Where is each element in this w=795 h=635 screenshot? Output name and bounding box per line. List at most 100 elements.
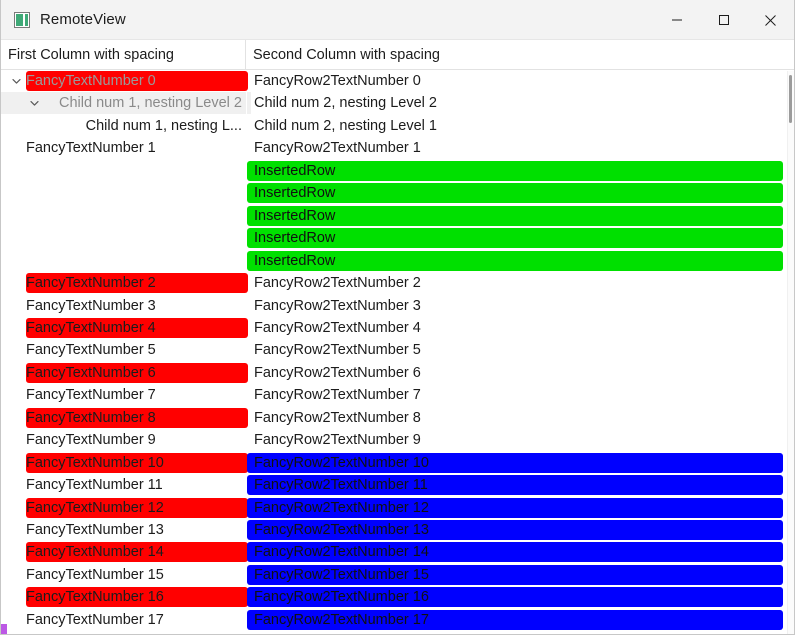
cell-column-2-label: FancyRow2TextNumber 11 [254, 477, 428, 494]
table-row[interactable]: FancyTextNumber 10 FancyRow2TextNumber 10 [1, 452, 794, 474]
chevron-down-icon[interactable] [9, 70, 23, 92]
cell-column-1[interactable]: Child num 1, nesting Level 2 [1, 92, 246, 114]
cell-column-2[interactable]: InsertedRow [247, 205, 794, 227]
cell-column-2[interactable]: FancyRow2TextNumber 6 [247, 362, 794, 384]
table-row[interactable]: InsertedRow [1, 182, 794, 204]
cell-column-2[interactable]: InsertedRow [247, 250, 794, 272]
cell-column-2[interactable]: FancyRow2TextNumber 5 [247, 339, 794, 361]
cell-column-1[interactable]: FancyTextNumber 14 [1, 541, 246, 563]
row-highlight-selected [1, 92, 246, 115]
cell-column-1[interactable]: FancyTextNumber 12 [1, 497, 246, 519]
cell-column-2[interactable]: FancyRow2TextNumber 12 [247, 497, 794, 519]
table-row[interactable]: FancyTextNumber 11 FancyRow2TextNumber 11 [1, 474, 794, 496]
table-row[interactable]: Child num 1, nesting L... Child num 2, ne… [1, 115, 794, 137]
column-header-row: First Column with spacing Second Column … [1, 40, 794, 70]
cell-column-2[interactable]: FancyRow2TextNumber 3 [247, 295, 794, 317]
row-highlight-green [247, 228, 783, 249]
table-row[interactable]: FancyTextNumber 14 FancyRow2TextNumber 14 [1, 541, 794, 563]
table-row[interactable]: InsertedRow [1, 250, 794, 272]
table-row[interactable]: FancyTextNumber 8 FancyRow2TextNumber 8 [1, 407, 794, 429]
table-row[interactable]: InsertedRow [1, 160, 794, 182]
tree-grid-body[interactable]: FancyTextNumber 0 FancyRow2TextNumber 0 Ch… [1, 70, 794, 634]
cell-column-1[interactable] [1, 182, 246, 204]
cell-column-1[interactable]: FancyTextNumber 15 [1, 564, 246, 586]
cell-column-1[interactable]: FancyTextNumber 3 [1, 295, 246, 317]
cell-column-2[interactable]: FancyRow2TextNumber 13 [247, 519, 794, 541]
cell-column-2-label: InsertedRow [254, 252, 336, 269]
close-button[interactable] [747, 0, 794, 40]
cell-column-1[interactable] [1, 250, 246, 272]
table-row[interactable]: InsertedRow [1, 227, 794, 249]
column-header-first[interactable]: First Column with spacing [1, 40, 246, 69]
cell-column-2[interactable]: FancyRow2TextNumber 7 [247, 384, 794, 406]
table-row[interactable]: FancyTextNumber 9 FancyRow2TextNumber 9 [1, 429, 794, 451]
cell-column-1[interactable]: FancyTextNumber 13 [1, 519, 246, 541]
cell-column-2[interactable]: InsertedRow [247, 227, 794, 249]
cell-column-2[interactable]: Child num 2, nesting Level 2 [247, 92, 794, 114]
table-row[interactable]: FancyTextNumber 12 FancyRow2TextNumber 12 [1, 497, 794, 519]
cell-column-1[interactable] [1, 205, 246, 227]
cell-column-2[interactable]: FancyRow2TextNumber 8 [247, 407, 794, 429]
table-row[interactable]: FancyTextNumber 2 FancyRow2TextNumber 2 [1, 272, 794, 294]
cell-column-2[interactable]: FancyRow2TextNumber 0 [247, 70, 794, 92]
cell-column-1[interactable]: FancyTextNumber 1 [1, 137, 246, 159]
cell-column-2[interactable]: FancyRow2TextNumber 11 [247, 474, 794, 496]
cell-column-2-label: FancyRow2TextNumber 15 [254, 566, 429, 583]
cell-column-1[interactable]: FancyTextNumber 6 [1, 362, 246, 384]
table-row[interactable]: FancyTextNumber 4 FancyRow2TextNumber 4 [1, 317, 794, 339]
cell-column-2[interactable]: FancyRow2TextNumber 15 [247, 564, 794, 586]
cell-column-1[interactable]: Child num 1, nesting L... [1, 115, 246, 137]
cell-column-2[interactable]: FancyRow2TextNumber 10 [247, 452, 794, 474]
cell-column-1[interactable]: FancyTextNumber 2 [1, 272, 246, 294]
cell-column-2[interactable]: FancyRow2TextNumber 2 [247, 272, 794, 294]
cell-column-2-label: FancyRow2TextNumber 7 [254, 387, 421, 404]
row-highlight-selected-gutter [247, 92, 251, 115]
cell-column-2[interactable]: FancyRow2TextNumber 16 [247, 586, 794, 608]
table-row[interactable]: FancyTextNumber 15 FancyRow2TextNumber 15 [1, 564, 794, 586]
cell-column-1[interactable]: FancyTextNumber 11 [1, 474, 246, 496]
table-row[interactable]: Child num 1, nesting Level 2 Child num 2,… [1, 92, 794, 115]
row-highlight-red [26, 273, 248, 294]
cell-column-1[interactable] [1, 227, 246, 249]
row-highlight-green [247, 160, 783, 181]
table-row[interactable]: FancyTextNumber 7 FancyRow2TextNumber 7 [1, 384, 794, 406]
table-row[interactable]: FancyTextNumber 16 FancyRow2TextNumber 16 [1, 586, 794, 608]
vertical-scrollbar[interactable] [787, 71, 794, 634]
cell-column-1-label: FancyTextNumber 0 [26, 73, 156, 89]
cell-column-2[interactable]: InsertedRow [247, 182, 794, 204]
cell-column-2[interactable]: FancyRow2TextNumber 17 [247, 609, 794, 631]
table-row[interactable]: InsertedRow [1, 205, 794, 227]
table-row[interactable]: FancyTextNumber 13 FancyRow2TextNumber 13 [1, 519, 794, 541]
cell-column-2[interactable]: FancyRow2TextNumber 1 [247, 137, 794, 159]
table-row[interactable]: FancyTextNumber 5 FancyRow2TextNumber 5 [1, 339, 794, 361]
vertical-scrollbar-thumb[interactable] [789, 75, 792, 123]
cell-column-2[interactable]: FancyRow2TextNumber 4 [247, 317, 794, 339]
cell-column-1-label: FancyTextNumber 17 [26, 611, 164, 628]
table-row[interactable]: FancyTextNumber 6 FancyRow2TextNumber 6 [1, 362, 794, 384]
table-row[interactable]: FancyTextNumber 3 FancyRow2TextNumber 3 [1, 295, 794, 317]
cell-column-1[interactable]: FancyTextNumber 7 [1, 384, 246, 406]
cell-column-2[interactable]: FancyRow2TextNumber 9 [247, 429, 794, 451]
cell-column-1[interactable]: FancyTextNumber 9 [1, 429, 246, 451]
cell-column-2[interactable]: FancyRow2TextNumber 14 [247, 541, 794, 563]
minimize-button[interactable] [653, 0, 700, 40]
cell-column-1[interactable]: FancyTextNumber 17 [1, 609, 246, 631]
cell-column-2[interactable]: Child num 2, nesting Level 1 [247, 115, 794, 137]
maximize-button[interactable] [700, 0, 747, 40]
app-window-icon [14, 11, 30, 28]
cell-column-1[interactable]: FancyTextNumber 16 [1, 586, 246, 608]
cell-column-1[interactable]: FancyTextNumber 0 [1, 70, 246, 92]
cell-column-1[interactable]: FancyTextNumber 8 [1, 407, 246, 429]
table-row[interactable]: FancyTextNumber 1 FancyRow2TextNumber 1 [1, 137, 794, 159]
cell-column-2[interactable]: InsertedRow [247, 160, 794, 182]
table-row[interactable]: FancyTextNumber 17 FancyRow2TextNumber 17 [1, 609, 794, 631]
cell-column-1[interactable] [1, 160, 246, 182]
cell-column-1[interactable]: FancyTextNumber 10 [1, 452, 246, 474]
column-header-second[interactable]: Second Column with spacing [253, 46, 440, 63]
close-icon [765, 14, 776, 26]
table-row[interactable]: FancyTextNumber 0 FancyRow2TextNumber 0 [1, 70, 794, 92]
cell-column-1-label: FancyTextNumber 13 [26, 522, 164, 538]
chevron-down-icon[interactable] [27, 92, 41, 114]
cell-column-1[interactable]: FancyTextNumber 4 [1, 317, 246, 339]
cell-column-1[interactable]: FancyTextNumber 5 [1, 339, 246, 361]
